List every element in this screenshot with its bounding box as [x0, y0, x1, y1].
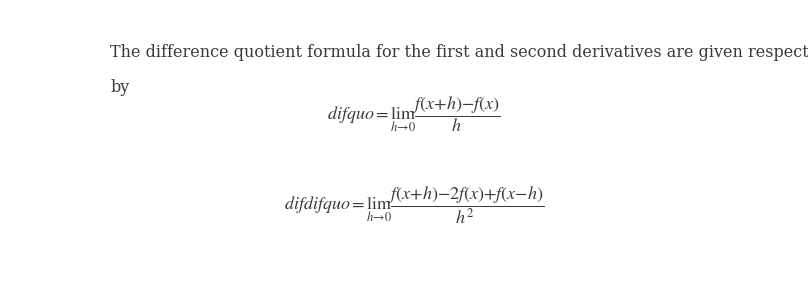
- Text: The difference quotient formula for the first and second derivatives are given r: The difference quotient formula for the …: [111, 44, 808, 61]
- Text: $\mathit{difquo} = \lim_{h \to 0} \dfrac{f(x+h) - f(x)}{h}$: $\mathit{difquo} = \lim_{h \to 0} \dfrac…: [327, 94, 501, 134]
- Text: by: by: [111, 79, 129, 96]
- Text: $\mathit{difdifquo} = \lim_{h \to 0} \dfrac{f(x+h) - 2f(x) + f(x-h)}{h^2}$: $\mathit{difdifquo} = \lim_{h \to 0} \df…: [284, 185, 544, 226]
